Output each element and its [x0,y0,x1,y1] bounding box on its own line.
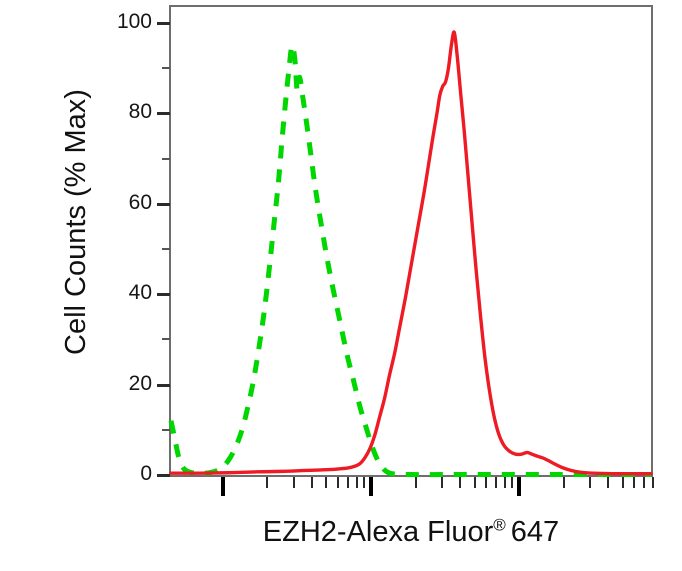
x-tick-minor [621,477,624,488]
histogram-traces [168,30,653,478]
y-tick-major [157,293,170,297]
y-tick-major [157,22,170,26]
plot-area [171,5,653,477]
y-tick-minor [162,248,170,251]
y-tick-major [157,112,170,116]
x-tick-minor [485,477,488,488]
x-tick-minor [363,477,366,488]
x-axis-label-trailing: 647 [510,516,560,548]
x-tick-minor [440,477,443,488]
y-tick-major [157,383,170,387]
x-tick-minor [607,477,610,488]
y-tick-minor [162,428,170,431]
y-tick-major [157,202,170,206]
x-axis-label: EZH2-Alexa Fluor® 647 [171,516,651,549]
x-tick-minor [266,477,269,488]
x-axis-label-main: EZH2-Alexa Fluor [262,516,494,548]
y-tick-minor [162,157,170,160]
x-tick-minor [495,477,498,488]
y-tick-major [157,474,170,477]
x-tick-minor [473,477,476,488]
x-tick-minor [459,477,462,488]
x-tick-minor [355,477,358,488]
registered-trademark-icon: ® [493,515,506,535]
series-isotype-control-trace [168,43,651,478]
y-tick-minor [162,67,170,70]
x-tick-minor [588,477,591,488]
x-tick-minor [325,477,328,488]
x-tick-minor [651,477,654,488]
y-axis-label: Cell Counts (% Max) [59,89,92,355]
x-tick-decade [517,477,522,496]
x-tick-minor [562,477,565,488]
series-ezh2-stained-trace [169,30,653,476]
y-tick-minor [162,338,170,341]
y-axis-spine [169,5,171,477]
x-tick-decade [220,477,225,496]
x-tick-minor [633,477,636,488]
x-tick-minor [347,477,350,488]
x-tick-minor [311,477,314,488]
x-tick-minor [414,477,417,488]
x-tick-minor [643,477,646,488]
x-tick-minor [503,477,506,488]
x-tick-minor [292,477,295,488]
x-tick-minor [337,477,340,488]
x-tick-minor [511,477,514,488]
x-tick-decade [369,477,373,496]
